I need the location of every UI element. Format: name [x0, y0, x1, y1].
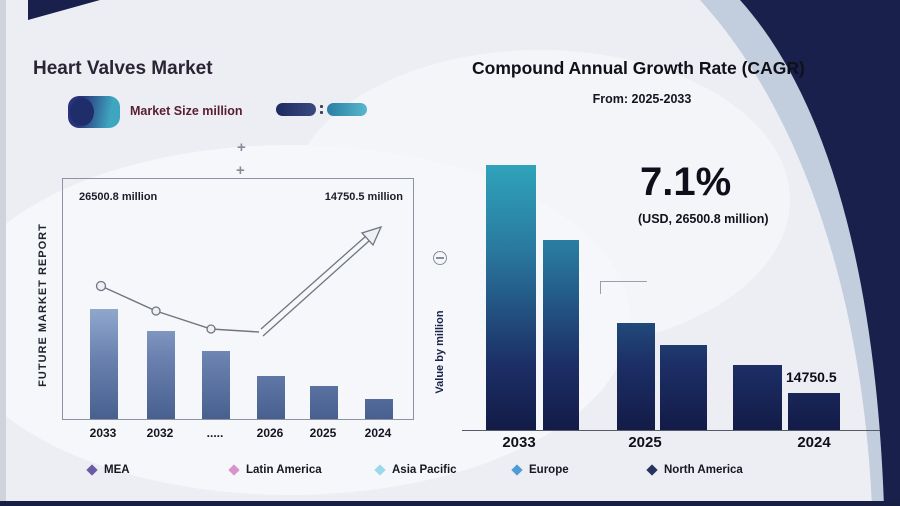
legend-item-latin-america: Latin America	[228, 464, 322, 476]
cagr-bar-primary	[486, 165, 536, 430]
legend-item-asia-pacific: Asia Pacific	[374, 464, 457, 476]
legend-item-label: MEA	[104, 464, 130, 476]
market-size-bars	[63, 179, 413, 419]
x-axis-label: 2025	[309, 426, 337, 440]
corner-triangle-decor	[28, 0, 100, 20]
dark-curve-band	[740, 0, 900, 506]
left-x-axis: 2033 2032..... 2026 2025 2024	[62, 426, 412, 444]
plus-decor-icon: +	[236, 162, 245, 179]
gradient-pill-navy-icon	[276, 103, 316, 116]
step-line-decor	[600, 281, 647, 294]
x-axis-label: 2024	[797, 434, 831, 451]
x-axis-label: 2025	[628, 434, 662, 451]
cagr-chart	[462, 150, 880, 431]
cagr-bar-primary	[617, 323, 655, 430]
legend-item-label: Europe	[529, 464, 569, 476]
x-axis-label: .....	[206, 426, 224, 440]
diamond-icon	[511, 464, 523, 476]
minus-circle-icon	[433, 251, 447, 265]
cagr-basis-note: (USD, 26500.8 million)	[638, 212, 769, 226]
left-edge-strip	[0, 0, 6, 506]
pill-separator-dot	[320, 105, 323, 108]
plus-decor-icon: +	[237, 139, 246, 156]
x-axis-label: 2024	[364, 426, 392, 440]
legend-item-mea: MEA	[86, 464, 130, 476]
x-axis-label: 2026	[256, 426, 284, 440]
x-axis-label: 2033	[89, 426, 117, 440]
market-size-bar	[365, 399, 393, 419]
market-size-chart: 26500.8 million 14750.5 million	[62, 178, 414, 420]
pill-separator-dot	[320, 111, 323, 114]
legend-item-label: Latin America	[246, 464, 322, 476]
market-size-bar	[310, 386, 338, 419]
cagr-annotation-2024: 14750.5	[786, 369, 837, 385]
chart-annotation-left: 26500.8 million	[79, 191, 158, 203]
cagr-bar-secondary	[660, 345, 707, 430]
gradient-pill-teal-icon	[327, 103, 367, 116]
cagr-bar-secondary	[543, 240, 579, 430]
cagr-bar-secondary	[788, 393, 840, 430]
market-size-bar	[90, 309, 118, 419]
x-axis-label: 2033	[502, 434, 536, 451]
future-market-report-label: FUTURE MARKET REPORT	[37, 223, 49, 387]
diamond-icon	[86, 464, 98, 476]
chart-annotation-right: 14750.5 million	[324, 191, 403, 203]
cylinder-icon	[68, 96, 120, 128]
market-size-bar	[202, 351, 230, 419]
right-chart-subtitle: From: 2025-2033	[592, 92, 692, 106]
diamond-icon	[646, 464, 658, 476]
market-size-bar	[147, 331, 175, 419]
right-chart-title: Compound Annual Growth Rate (CAGR)	[472, 58, 805, 78]
left-chart-title: Heart Valves Market	[33, 58, 213, 79]
value-by-million-label: Value by million	[434, 310, 446, 394]
cagr-bar-primary	[733, 365, 782, 430]
bottom-edge-strip	[0, 501, 900, 506]
diamond-icon	[374, 464, 386, 476]
cagr-value: 7.1%	[640, 160, 732, 204]
market-size-bar	[257, 376, 285, 419]
legend-item-north-america: North America	[646, 464, 743, 476]
diamond-icon	[228, 464, 240, 476]
cagr-bars	[462, 150, 880, 430]
light-curve-band	[700, 0, 886, 506]
legend-item-label: North America	[664, 464, 743, 476]
legend-item-europe: Europe	[511, 464, 569, 476]
x-axis-label: 2032	[146, 426, 174, 440]
right-x-axis: 2033 2025 2024	[462, 434, 880, 454]
region-legend: MEA Latin America Asia Pacific Europe North …	[0, 464, 900, 484]
market-size-legend-label: Market Size million	[130, 104, 243, 118]
legend-item-label: Asia Pacific	[392, 464, 457, 476]
